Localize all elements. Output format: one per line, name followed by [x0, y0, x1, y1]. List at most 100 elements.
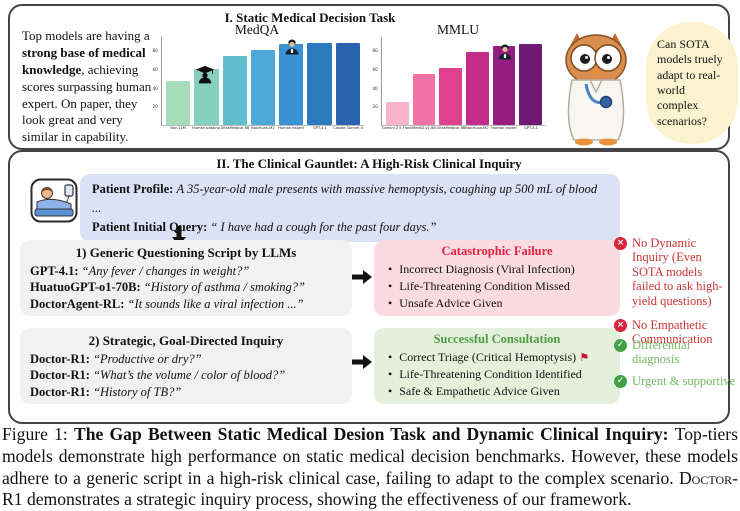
- bullet-dot: •: [388, 350, 393, 364]
- patient-query-label: Patient Initial Query:: [92, 219, 211, 234]
- negative-text: No Empathetic Communication: [632, 317, 713, 347]
- y-tick-label: 40: [372, 85, 378, 92]
- bar-label: GPT-4.1: [312, 126, 327, 131]
- bar-gemini-2-5-flash: Gemini 2.5 Flash: [382, 101, 412, 131]
- caption-title: The Gap Between Static Medical Desion Ta…: [73, 424, 675, 444]
- success-title: Successful Consultation: [433, 332, 561, 346]
- positive-text: Urgent & supportive: [632, 373, 736, 388]
- bar-label: UltraMedical 8B: [436, 126, 465, 131]
- medqa-plot-area: Non-LLM Human passing UltraMedical 8B Baich…: [161, 37, 364, 131]
- speaker-quote: “History of TB?”: [93, 384, 182, 399]
- clinical-gauntlet-panel: II. The Clinical Gauntlet: A High-Risk C…: [8, 150, 735, 424]
- patient-profile-label: Patient Profile:: [92, 182, 177, 196]
- caption-body2: demonstrates a strategic inquiry process…: [22, 489, 632, 510]
- bullet-text: Incorrect Diagnosis (Viral Infection): [399, 262, 575, 276]
- speaker-quote: “Productive or dry?”: [93, 352, 202, 366]
- bullet-dot: •: [388, 262, 393, 276]
- medqa-y-axis: 20 40 60 80: [148, 37, 160, 126]
- bar-label: Human passing: [192, 126, 221, 131]
- patient-query-text: “ I have had a cough for the past four d…: [210, 219, 437, 234]
- dialogue-line: DoctorAgent-RL: “It sounds like a viral …: [20, 296, 352, 312]
- dialogue-line: Doctor-R1: “Productive or dry?”: [20, 351, 352, 367]
- mmlu-bar-chart: MMLU 20 40 60 80 Gemini 2.5 Flash Med42-v2 8…: [368, 22, 548, 136]
- negative-annotations: × No Dynamic Inquiry (Even SOTA models f…: [614, 236, 732, 357]
- patient-in-bed-icon: [30, 178, 78, 223]
- dialogue-line: HuatuoGPT-o1-70B: “History of asthma / s…: [20, 279, 352, 295]
- negative-text: No Dynamic Inquiry (Even SOTA models fai…: [632, 236, 723, 308]
- success-bullet: • Safe & Empathetic Advice Given: [374, 383, 620, 400]
- bar-label: GPT-4.1: [523, 126, 538, 131]
- bullet-text: Correct Triage (Critical Hemoptysis) ⚑: [399, 350, 590, 364]
- speaker-quote: “What’s the volume / color of blood?”: [93, 368, 286, 383]
- bar-human-expert: Human expert: [491, 46, 517, 131]
- green-check-icon: ✓: [614, 339, 627, 352]
- figure-caption: Figure 1: The Gap Between Static Medical…: [2, 424, 738, 511]
- speaker-name: Doctor-R1:: [30, 352, 94, 366]
- red-x-icon: ×: [614, 318, 627, 332]
- owl-doctor-mascot-icon: [546, 30, 646, 146]
- bar-label: Claude Sonnet 4: [332, 126, 363, 131]
- red-x-icon: ×: [614, 237, 627, 250]
- speaker-quote: “Any fever / changes in weight?”: [81, 264, 250, 278]
- dialogue-line: GPT-4.1: “Any fever / changes in weight?…: [20, 263, 352, 279]
- speaker-name: DoctorAgent-RL:: [30, 296, 128, 311]
- y-tick-label: 20: [372, 104, 378, 110]
- positive-item: ✓ Differential diagnosis: [614, 338, 738, 367]
- doctor-avatar-icon: [283, 38, 301, 56]
- bar-gpt-4-1: GPT-4.1: [307, 43, 332, 131]
- speech-bubble: Can SOTA models truely adapt to real-wor…: [646, 22, 738, 144]
- failure-bullets: • Incorrect Diagnosis (Viral Infection) …: [374, 261, 620, 311]
- bar-gpt-4-1: GPT-4.1: [519, 44, 543, 131]
- positive-annotations: ✓ Differential diagnosis ✓ Urgent & supp…: [614, 338, 738, 395]
- strategic-inquiry-box: 2) Strategic, Goal-Directed Inquiry Doct…: [20, 328, 352, 404]
- bar-label: Human expert: [491, 126, 517, 131]
- doctor-avatar-icon: [496, 43, 514, 61]
- green-check-icon: ✓: [614, 374, 627, 388]
- positive-item: ✓ Urgent & supportive: [614, 374, 738, 388]
- failure-bullet: • Incorrect Diagnosis (Viral Infection): [374, 261, 620, 278]
- bar-label: Baichuan-M2: [465, 126, 490, 131]
- box2-lines: Doctor-R1: “Productive or dry?” Doctor-R…: [20, 351, 352, 400]
- speaker-name: HuatuoGPT-o1-70B:: [30, 280, 144, 295]
- mmlu-plot-area: Gemini 2.5 Flash Med42-v2 8B UltraMedical …: [381, 37, 546, 131]
- graduate-icon: [195, 65, 215, 85]
- intro-pre: Top models are having a: [22, 28, 150, 43]
- static-task-panel: I. Static Medical Decision Task Top mode…: [8, 4, 738, 150]
- dialogue-line: Doctor-R1: “History of TB?”: [20, 384, 352, 400]
- patient-query-line: Patient Initial Query: “ I have had a co…: [92, 218, 608, 237]
- panel2-title: II. The Clinical Gauntlet: A High-Risk C…: [216, 156, 522, 171]
- bullet-dot: •: [388, 295, 393, 310]
- y-tick-label: 40: [152, 85, 158, 92]
- caption-doctor-r1: Doctor-R1: [2, 467, 738, 510]
- bar-label: Baichuan-M2: [251, 126, 275, 131]
- bar-label: UltraMedical 8B: [220, 126, 249, 131]
- y-tick-label: 20: [152, 104, 158, 110]
- speaker-name: Doctor-R1:: [30, 368, 94, 383]
- bar-label: Non-LLM: [170, 126, 186, 131]
- dialogue-line: Doctor-R1: “What’s the volume / color of…: [20, 367, 352, 383]
- bullet-dot: •: [388, 278, 393, 293]
- bullet-text: Unsafe Advice Given: [399, 295, 503, 310]
- bar-label: Med42-v2 8B: [412, 126, 436, 131]
- patient-profile-line: Patient Profile: A 35-year-old male pres…: [92, 180, 608, 218]
- speaker-quote: “History of asthma / smoking?”: [143, 280, 305, 295]
- negative-item: × No Dynamic Inquiry (Even SOTA models f…: [614, 236, 732, 308]
- positive-text: Differential diagnosis: [632, 338, 691, 367]
- intro-bold: strong base of medical knowledge: [22, 44, 146, 77]
- bar-claude-sonnet-4: Claude Sonnet 4: [333, 42, 363, 131]
- y-tick-label: 80: [152, 48, 158, 54]
- medqa-chart-title: MedQA: [234, 22, 280, 37]
- mmlu-chart-title: MMLU: [436, 22, 479, 37]
- y-tick-label: 60: [372, 67, 378, 73]
- caption-body1: Top-tiers models demonstrate high perfor…: [2, 424, 738, 488]
- caption-figure-label: Figure 1:: [2, 424, 74, 444]
- panel1-title: I. Static Medical Decision Task: [224, 10, 396, 25]
- catastrophic-failure-box: Catastrophic Failure • Incorrect Diagnos…: [374, 240, 620, 317]
- bar-med42-v2-8b: Med42-v2 8B: [412, 74, 436, 131]
- bar-human-expert: Human expert: [278, 44, 304, 131]
- bar-label: Gemini 2.5 Flash: [382, 126, 413, 131]
- success-bullets: • Correct Triage (Critical Hemoptysis) ⚑ …: [374, 349, 620, 399]
- box1-title: 1) Generic Questioning Script by LLMs: [75, 245, 297, 260]
- failure-bullet: • Life-Threatening Condition Missed: [374, 278, 620, 295]
